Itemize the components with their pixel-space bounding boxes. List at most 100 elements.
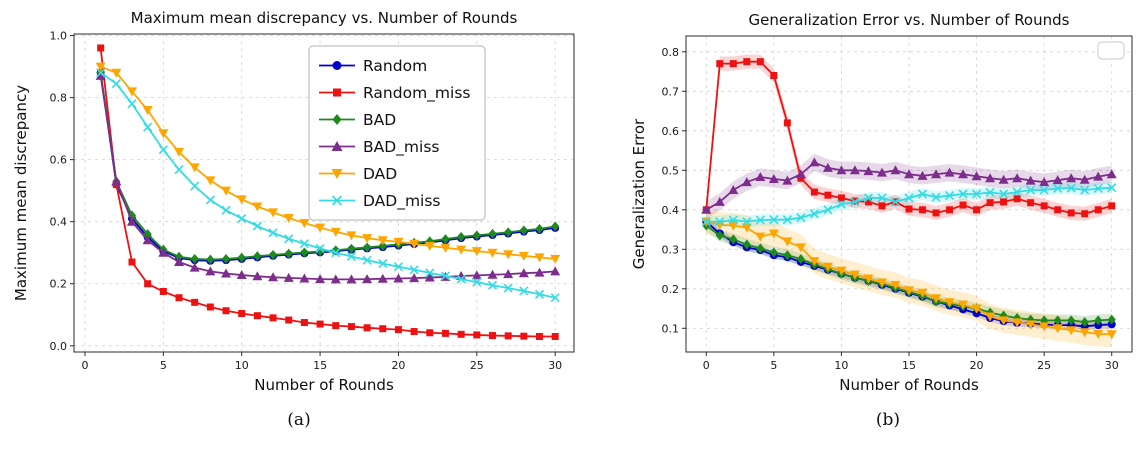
marker-x — [534, 289, 545, 299]
marker-triangle-down — [890, 280, 901, 290]
marker-x — [503, 283, 513, 293]
marker-triangle-up — [330, 274, 341, 284]
marker-triangle-up — [1012, 173, 1023, 183]
marker-square — [1054, 206, 1062, 214]
marker-triangle-down — [822, 262, 833, 272]
marker-x — [315, 243, 325, 253]
marker-triangle-down — [1025, 320, 1036, 330]
marker-square — [520, 332, 528, 340]
marker-x — [917, 189, 928, 199]
marker-triangle-down — [221, 186, 232, 196]
marker-triangle-down — [863, 274, 874, 284]
marker-square — [1067, 209, 1075, 217]
marker-x — [127, 99, 137, 109]
marker-x — [809, 209, 819, 219]
marker-triangle-up — [550, 266, 561, 276]
marker-square — [159, 288, 167, 296]
marker-square — [504, 332, 512, 340]
marker-triangle-up — [315, 274, 326, 284]
caption-a: (a) — [287, 410, 311, 430]
x-tick-label: 20 — [970, 359, 984, 372]
marker-x — [823, 205, 833, 215]
marker-x — [221, 205, 231, 215]
marker-x — [96, 68, 106, 78]
marker-triangle-down — [1052, 324, 1063, 334]
marker-square — [269, 314, 277, 322]
chart-mmd: 0 5 10 15 20 25 30 0.0 0.2 0.4 0.6 0.8 1.0 Maximum me… — [12, 9, 575, 394]
caption-b: (b) — [875, 410, 901, 430]
marker-triangle-down — [95, 62, 106, 72]
marker-x — [425, 268, 435, 278]
marker-x — [715, 217, 725, 227]
marker-square — [770, 72, 778, 79]
marker-triangle-up — [822, 162, 833, 172]
marker-square — [488, 332, 496, 340]
marker-square — [783, 119, 791, 127]
marker-triangle-down — [741, 223, 752, 233]
marker-triangle-up — [958, 169, 969, 179]
marker-square — [878, 202, 886, 210]
marker-triangle-up — [876, 167, 887, 177]
marker-x — [456, 274, 466, 284]
marker-triangle-down — [424, 241, 435, 251]
marker-diamond — [472, 230, 481, 241]
marker-triangle-up — [377, 273, 388, 283]
marker-triangle-up — [471, 270, 482, 280]
x-tick-label: 20 — [391, 359, 405, 372]
marker-square — [1013, 195, 1021, 203]
marker-x — [1080, 185, 1090, 195]
x-tick-label: 0 — [703, 359, 710, 372]
marker-triangle-down — [782, 237, 793, 247]
marker-x — [769, 215, 779, 225]
chart-title: Maximum mean discrepancy vs. Number of R… — [131, 9, 518, 27]
marker-square — [905, 205, 913, 213]
marker-triangle-up — [409, 273, 420, 283]
marker-triangle-up — [998, 174, 1009, 184]
marker-diamond — [742, 239, 751, 250]
marker-square — [1094, 206, 1102, 214]
marker-triangle-up — [268, 272, 279, 282]
marker-square — [1027, 199, 1035, 207]
marker-square — [332, 322, 340, 330]
y-tick-label: 0.8 — [50, 92, 68, 105]
legend-box — [308, 45, 486, 221]
marker-triangle-up — [1052, 175, 1063, 185]
marker-circle — [332, 61, 342, 70]
marker-x — [1039, 185, 1049, 195]
marker-diamond — [441, 234, 450, 245]
marker-triangle-up — [1106, 169, 1117, 179]
legend-box-empty — [1097, 41, 1125, 60]
marker-x — [331, 248, 341, 258]
marker-diamond — [1094, 315, 1103, 326]
marker-triangle-up — [158, 247, 169, 257]
marker-triangle-down — [944, 298, 955, 308]
marker-x — [796, 213, 806, 223]
marker-triangle-up — [849, 165, 860, 175]
marker-triangle-up — [890, 165, 901, 175]
marker-x — [944, 191, 955, 201]
marker-square — [473, 331, 481, 339]
marker-square — [536, 332, 544, 340]
marker-x — [755, 215, 765, 225]
marker-square — [864, 198, 872, 206]
marker-triangle-down — [849, 270, 860, 280]
marker-triangle-down — [931, 294, 942, 304]
x-axis-label: Number of Rounds — [839, 376, 979, 394]
marker-triangle-down — [142, 106, 153, 116]
marker-triangle-up — [299, 273, 310, 283]
marker-triangle-up — [331, 141, 343, 151]
marker-triangle-down — [836, 266, 847, 276]
marker-square — [441, 329, 449, 337]
marker-triangle-down — [377, 236, 388, 246]
marker-triangle-down — [315, 223, 326, 233]
marker-triangle-down — [809, 257, 820, 267]
x-tick-label: 5 — [160, 359, 167, 372]
marker-triangle-down — [471, 247, 482, 257]
marker-x — [252, 221, 262, 231]
marker-x — [472, 277, 482, 287]
marker-diamond — [175, 251, 184, 262]
marker-x — [111, 79, 121, 89]
marker-triangle-up — [809, 157, 820, 167]
y-tick-label: 0.8 — [662, 46, 680, 59]
chart-generr: 0 5 10 15 20 25 30 0.1 0.2 0.3 0.4 0.5 0.6 0.7 0.8 Gene… — [630, 11, 1133, 394]
